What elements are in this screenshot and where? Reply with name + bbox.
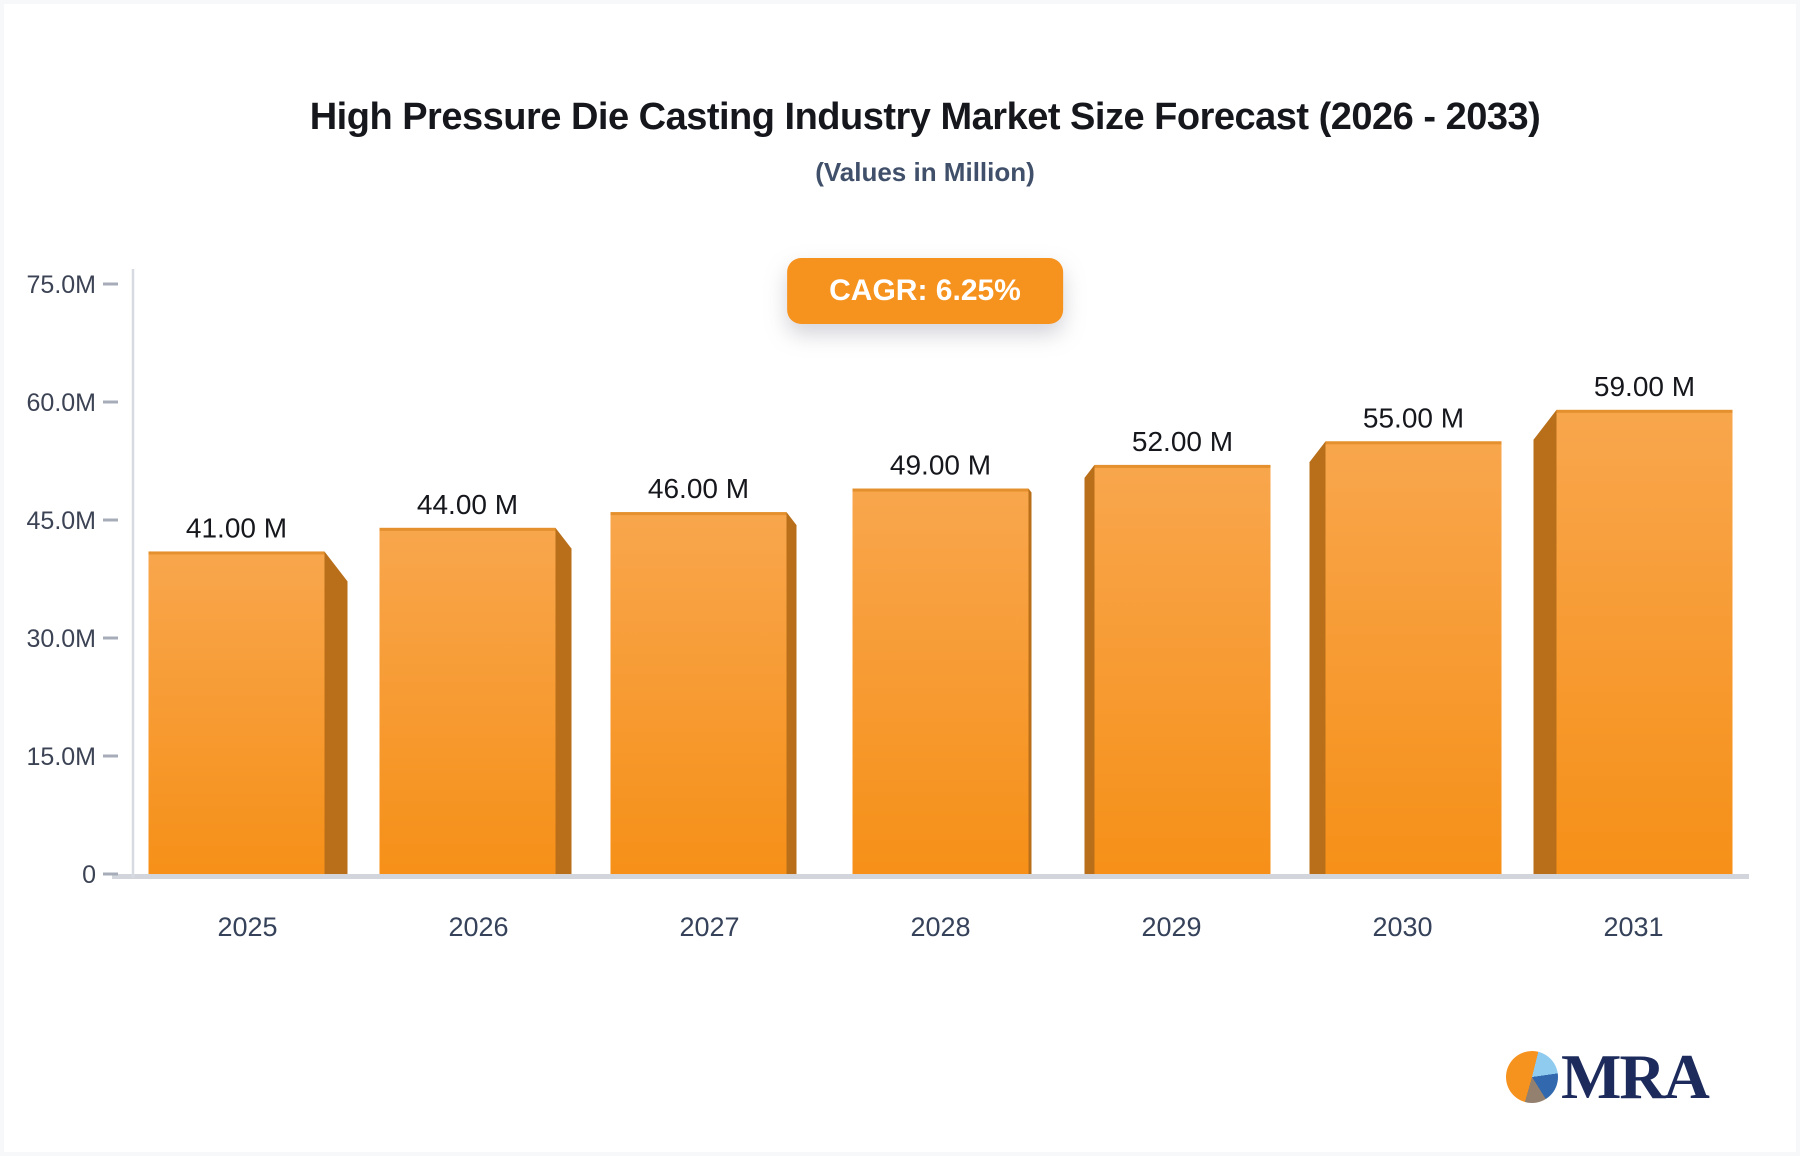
- bar-top-edge: [852, 488, 1029, 492]
- y-tick-label: 15.0M: [27, 743, 96, 771]
- pie-chart-logo-icon: [1506, 1051, 1558, 1103]
- y-tick-label: 60.0M: [27, 389, 96, 417]
- bar-2031: 59.00 M: [1533, 371, 1733, 874]
- x-tick-label: 2027: [679, 912, 739, 942]
- bar-top-edge: [379, 527, 556, 531]
- bar-front-face: [148, 551, 325, 874]
- bar-top-edge: [1556, 409, 1733, 413]
- bar-2025: 41.00 M: [148, 512, 348, 874]
- x-tick-label: 2031: [1603, 912, 1663, 942]
- chart-subtitle: (Values in Million): [815, 157, 1035, 187]
- x-tick-label: 2028: [910, 912, 970, 942]
- bar-value-label: 59.00 M: [1594, 371, 1695, 402]
- bar-2028: 49.00 M: [852, 450, 1032, 874]
- y-tick-label: 0: [82, 861, 96, 889]
- bar-top-edge: [610, 512, 787, 516]
- page-title: High Pressure Die Casting Industry Marke…: [309, 96, 1541, 138]
- bar-chart: 0 15.0M 30.0M 45.0M 60.0M 75.0M 41.00 M 2025 44.…: [27, 269, 1749, 942]
- bar-value-label: 46.00 M: [648, 473, 749, 504]
- x-tick-label: 2029: [1141, 912, 1201, 942]
- bar-value-label: 55.00 M: [1363, 402, 1464, 433]
- bar-2030: 55.00 M: [1309, 402, 1502, 874]
- bar-2029: 52.00 M: [1084, 426, 1271, 874]
- x-tick-label: 2025: [217, 912, 277, 942]
- bar-side-face: [555, 527, 572, 874]
- bar-side-face: [1533, 409, 1557, 874]
- mra-logo: MRA: [1506, 1040, 1710, 1114]
- y-tick-label: 75.0M: [27, 271, 96, 299]
- bar-side-face: [1028, 488, 1032, 874]
- cagr-badge: CAGR: 6.25%: [787, 258, 1063, 324]
- bar-front-face: [379, 527, 556, 874]
- y-tick-label: 30.0M: [27, 625, 96, 653]
- bar-front-face: [1325, 441, 1502, 874]
- bar-front-face: [610, 512, 787, 874]
- bar-front-face: [1094, 464, 1271, 874]
- bar-2026: 44.00 M: [379, 489, 572, 874]
- bar-value-label: 49.00 M: [890, 450, 991, 481]
- chart-header: High Pressure Die Casting Industry Marke…: [4, 96, 1796, 188]
- bar-top-edge: [1325, 441, 1502, 445]
- bar-side-face: [1309, 441, 1326, 874]
- bar-value-label: 44.00 M: [417, 489, 518, 520]
- bar-top-edge: [1094, 464, 1271, 468]
- bar-side-face: [1084, 464, 1095, 874]
- bar-front-face: [1556, 409, 1733, 874]
- y-tick-label: 45.0M: [27, 507, 96, 535]
- bar-top-edge: [148, 551, 325, 555]
- x-tick-label: 2026: [448, 912, 508, 942]
- x-tick-label: 2030: [1372, 912, 1432, 942]
- bar-value-label: 41.00 M: [186, 512, 287, 543]
- bar-value-label: 52.00 M: [1132, 426, 1233, 457]
- bar-side-face: [786, 512, 797, 874]
- bar-front-face: [852, 488, 1029, 874]
- bar-2027: 46.00 M: [610, 473, 797, 874]
- bar-side-face: [324, 551, 348, 874]
- logo-text: MRA: [1561, 1041, 1710, 1112]
